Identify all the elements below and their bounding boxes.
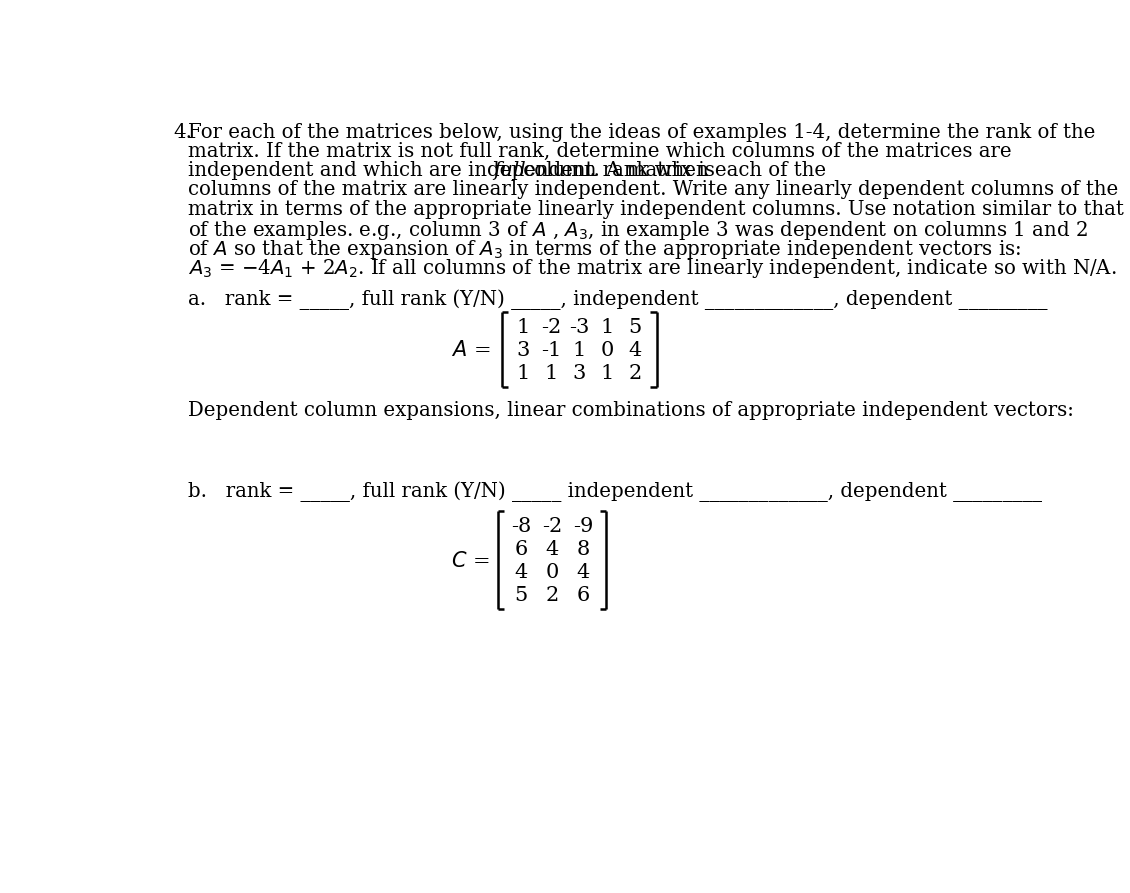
Text: columns of the matrix are linearly independent. Write any linearly dependent col: columns of the matrix are linearly indep… <box>188 180 1118 199</box>
Text: -3: -3 <box>568 318 590 337</box>
Text: matrix. If the matrix is not full rank, determine which columns of the matrices : matrix. If the matrix is not full rank, … <box>188 142 1011 161</box>
Text: For each of the matrices below, using the ideas of examples 1-4, determine the r: For each of the matrices below, using th… <box>188 122 1095 142</box>
Text: 3: 3 <box>516 341 530 360</box>
Text: 4: 4 <box>546 539 558 559</box>
Text: -2: -2 <box>541 318 562 337</box>
Text: of the examples. e.g., column 3 of $\mathit{A}$ , $\mathit{A}_3$, in example 3 w: of the examples. e.g., column 3 of $\mat… <box>188 219 1087 242</box>
Text: -2: -2 <box>542 516 562 536</box>
Text: Dependent column expansions, linear combinations of appropriate independent vect: Dependent column expansions, linear comb… <box>188 401 1074 420</box>
Text: 6: 6 <box>576 586 590 605</box>
Text: -1: -1 <box>541 341 562 360</box>
Text: 4: 4 <box>576 563 590 581</box>
Text: 2: 2 <box>546 586 558 605</box>
Text: 4: 4 <box>628 341 642 360</box>
Text: a.   rank = _____, full rank (Y/N) _____, independent _____________, dependent _: a. rank = _____, full rank (Y/N) _____, … <box>188 288 1048 310</box>
Text: full: full <box>493 161 525 180</box>
Text: 4.: 4. <box>174 122 193 142</box>
Text: 1: 1 <box>516 318 530 337</box>
Text: column rank when each of the: column rank when each of the <box>516 161 826 180</box>
Text: 0: 0 <box>600 341 614 360</box>
Text: 1: 1 <box>516 364 530 383</box>
Text: 5: 5 <box>628 318 642 337</box>
Text: 1: 1 <box>545 364 558 383</box>
Text: 1: 1 <box>600 318 614 337</box>
Text: $\mathit{A}_3$ = $-$4$\mathit{A}_1$ + 2$\mathit{A}_2$. If all columns of the mat: $\mathit{A}_3$ = $-$4$\mathit{A}_1$ + 2$… <box>188 257 1116 280</box>
Text: $\mathit{A}$ =: $\mathit{A}$ = <box>451 340 490 361</box>
Text: 3: 3 <box>573 364 585 383</box>
Text: 4: 4 <box>514 563 528 581</box>
Text: of $\mathit{A}$ so that the expansion of $\mathit{A}_3$ in terms of the appropri: of $\mathit{A}$ so that the expansion of… <box>188 238 1020 261</box>
Text: 8: 8 <box>576 539 590 559</box>
Text: 5: 5 <box>514 586 528 605</box>
Text: -8: -8 <box>511 516 531 536</box>
Text: $\mathit{C}$ =: $\mathit{C}$ = <box>451 551 489 571</box>
Text: matrix in terms of the appropriate linearly independent columns. Use notation si: matrix in terms of the appropriate linea… <box>188 199 1123 219</box>
Text: 0: 0 <box>546 563 558 581</box>
Text: -9: -9 <box>573 516 593 536</box>
Text: b.   rank = _____, full rank (Y/N) _____ independent _____________, dependent __: b. rank = _____, full rank (Y/N) _____ i… <box>188 481 1042 502</box>
Text: independent and which are independent. A matrix is: independent and which are independent. A… <box>188 161 721 180</box>
Text: 6: 6 <box>514 539 528 559</box>
Text: 1: 1 <box>600 364 614 383</box>
Text: 2: 2 <box>628 364 642 383</box>
Text: 1: 1 <box>573 341 585 360</box>
